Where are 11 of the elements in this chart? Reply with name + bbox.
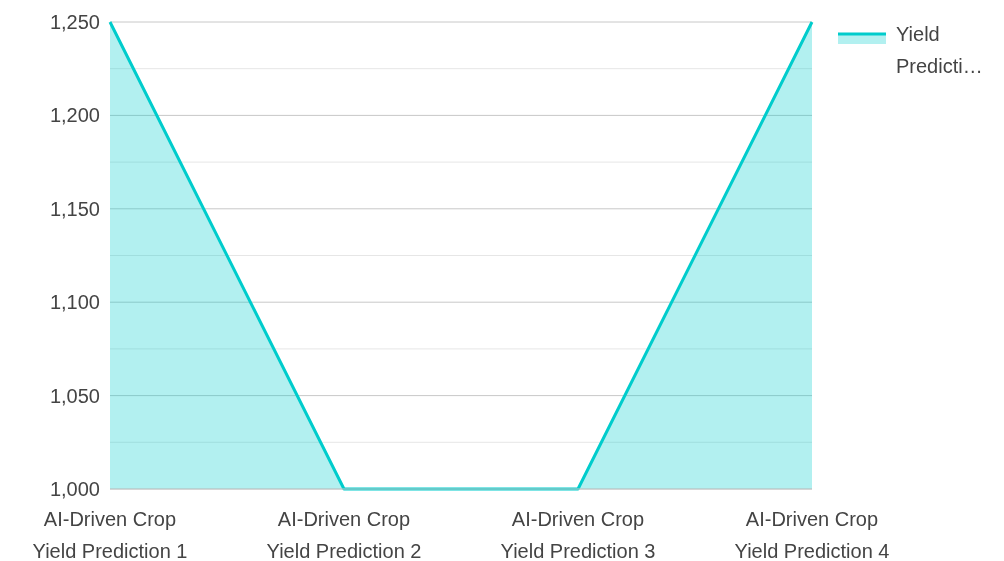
y-tick-label: 1,000 [49, 478, 100, 500]
x-tick-label: AI-Driven Crop Yield Prediction 3 [500, 508, 656, 561]
x-tick-label: AI-Driven Crop Yield Prediction 1 [32, 508, 188, 561]
x-tick-label: AI-Driven Crop Yield Prediction 2 [266, 508, 422, 561]
y-tick-label: 1,250 [49, 11, 100, 33]
y-tick-label: 1,150 [49, 197, 100, 220]
y-tick-label: 1,100 [49, 291, 100, 314]
x-tick-label: AI-Driven Crop Yield Prediction 4 [734, 508, 890, 561]
y-tick-label: 1,200 [49, 104, 100, 127]
y-tick-label: 1,050 [49, 384, 100, 407]
legend-label: Yield Predicti… [896, 23, 983, 77]
